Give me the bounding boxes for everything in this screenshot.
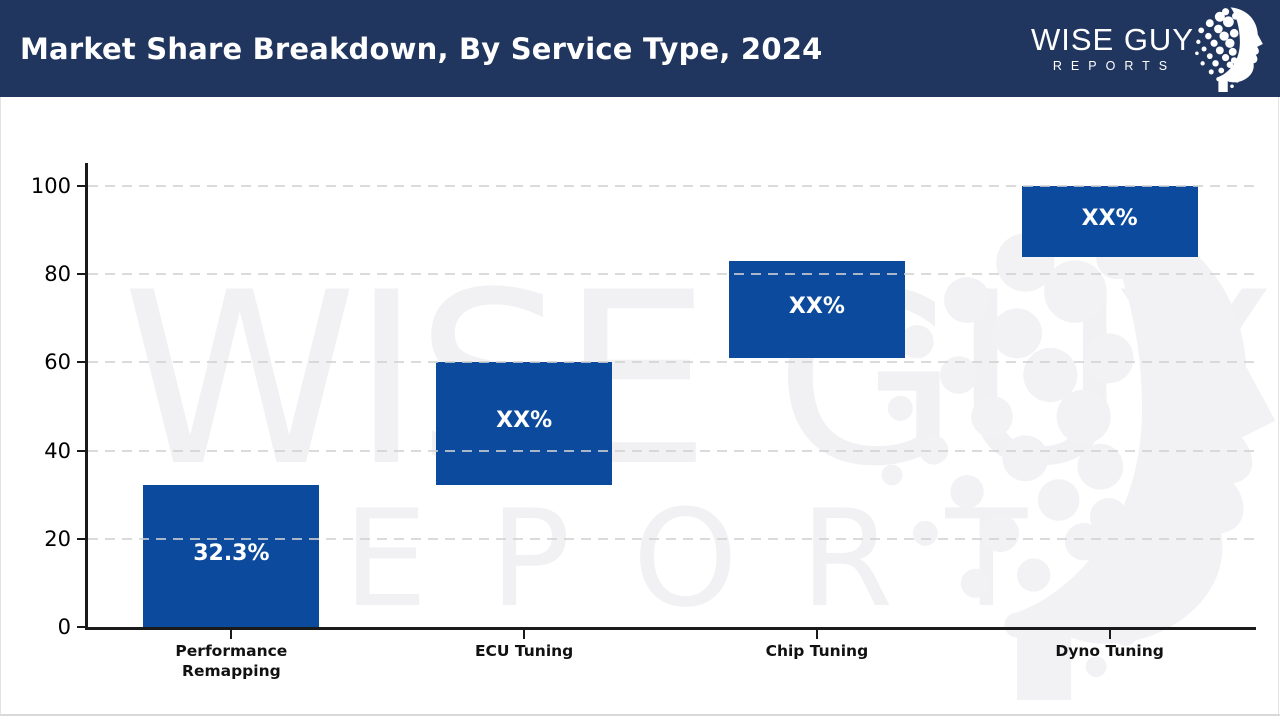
bar [143, 484, 320, 627]
header: Market Share Breakdown, By Service Type,… [0, 0, 1280, 97]
logo-text: WISE GUY REPORTS [1031, 24, 1194, 73]
x-category-label: ECU Tuning [474, 642, 574, 660]
x-axis-line [85, 627, 1256, 630]
gridline [88, 449, 1256, 452]
x-tick-mark [523, 630, 526, 639]
x-tick-mark [230, 630, 233, 639]
y-tick-label: 60 [44, 350, 71, 375]
y-tick-label: 80 [44, 262, 71, 287]
y-tick-mark [77, 537, 85, 540]
gridline [88, 273, 1256, 276]
y-tick-label: 40 [44, 438, 71, 463]
y-tick-mark [77, 273, 85, 276]
bar [728, 260, 905, 358]
left-border [0, 97, 1, 716]
chart-title: Market Share Breakdown, By Service Type,… [20, 31, 823, 66]
y-tick-label: 0 [57, 615, 71, 639]
x-category-label: Dyno Tuning [1055, 642, 1164, 660]
bottom-divider [0, 714, 1280, 716]
x-category-label: Chip Tuning [765, 642, 869, 660]
y-tick-mark [77, 626, 85, 628]
brand-logo: WISE GUY REPORTS [1031, 6, 1266, 92]
y-tick-label: 20 [44, 526, 71, 551]
bar-value-label: XX% [1081, 206, 1138, 232]
bar [436, 362, 613, 485]
gridline [88, 361, 1256, 364]
logo-wordmark: WISE GUY [1030, 22, 1194, 57]
gridline [88, 537, 1256, 540]
bar-value-label: XX% [496, 408, 553, 434]
x-category-label: Performance Remapping [175, 642, 288, 680]
y-tick-label: 100 [30, 174, 71, 198]
bar [1021, 186, 1198, 257]
y-tick-mark [77, 449, 85, 452]
logo-subtext: REPORTS [1052, 59, 1177, 73]
watermark-subtext: REPORTS [188, 481, 1237, 637]
right-border [1278, 97, 1279, 716]
y-tick-mark [77, 185, 85, 187]
bar-value-label: XX% [788, 294, 845, 320]
logo-face-icon [1188, 6, 1266, 92]
bar-value-label: 32.3% [193, 540, 270, 566]
x-tick-mark [1108, 630, 1111, 639]
gridline [88, 185, 1256, 187]
y-axis-line [85, 163, 88, 630]
y-tick-mark [77, 361, 85, 364]
x-tick-mark [815, 630, 818, 639]
